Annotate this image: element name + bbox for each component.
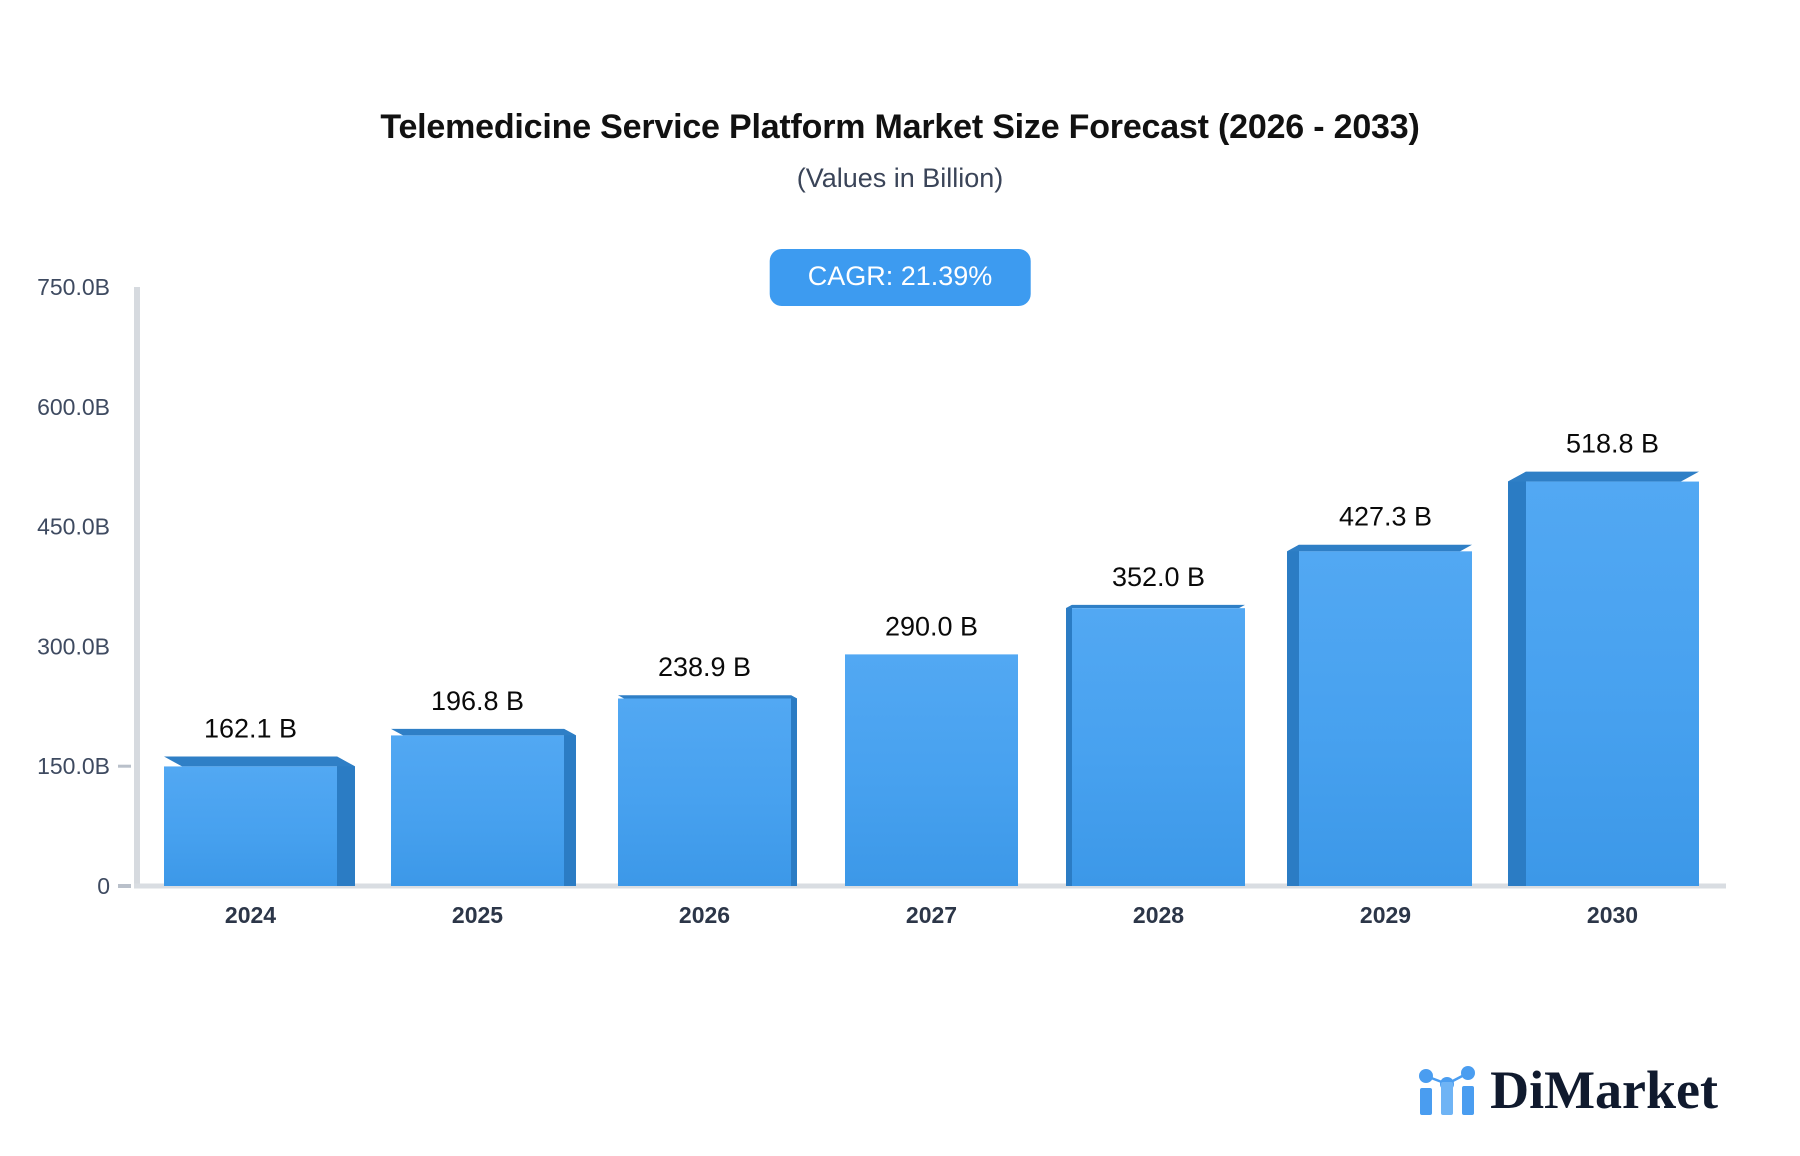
x-axis-tick-label: 2029	[1360, 902, 1411, 928]
bar-top-face	[391, 728, 576, 736]
bar-side-face	[564, 728, 576, 886]
bar-side-face	[1508, 471, 1526, 886]
bar-front-face	[164, 766, 337, 886]
bar-2027[interactable]	[845, 654, 1018, 886]
bar-2026[interactable]	[618, 695, 797, 886]
dimarket-logo: DiMarket	[1418, 1062, 1718, 1118]
bar-side-face	[337, 756, 355, 886]
bar-2025[interactable]	[391, 728, 576, 886]
y-axis-tick-label: 600.0B	[37, 394, 110, 420]
bar-side-face	[791, 695, 797, 886]
value-label-layer: 162.1 B 196.8 B 238.9 B 290.0 B 352.0 B 427.3…	[204, 429, 1659, 744]
bar-top-face	[1066, 604, 1245, 609]
y-axis-tick-label: 0	[97, 873, 110, 899]
bar-value-label: 352.0 B	[1112, 562, 1205, 592]
bar-top-face	[1508, 471, 1699, 482]
bar-value-label: 518.8 B	[1566, 429, 1659, 459]
logo-wordmark: DiMarket	[1490, 1060, 1718, 1120]
bar-value-label: 162.1 B	[204, 714, 297, 744]
y-axis-tick-label: 300.0B	[37, 633, 110, 659]
bar-2028[interactable]	[1066, 604, 1245, 886]
chart-title: Telemedicine Service Platform Market Siz…	[380, 108, 1420, 146]
bar-2029[interactable]	[1287, 544, 1472, 886]
bar-front-face	[1526, 481, 1699, 886]
bar-top-face	[164, 756, 355, 767]
bar-front-face	[845, 654, 1018, 886]
x-axis-tick-label: 2027	[906, 902, 957, 928]
bar-front-face	[1072, 608, 1245, 886]
bar-value-label: 427.3 B	[1339, 502, 1432, 532]
bar-value-label: 290.0 B	[885, 611, 978, 641]
bar-value-label: 196.8 B	[431, 686, 524, 716]
x-tick-layer: 2024 2025 2026 2027 2028 2029 2030	[225, 902, 1638, 928]
bar-side-face	[1066, 604, 1072, 886]
y-tick-layer: 0 150.0B 300.0B 450.0B 600.0B 750.0B	[37, 274, 131, 899]
bar-trend-icon	[1419, 1066, 1476, 1115]
x-axis-tick-label: 2028	[1133, 902, 1184, 928]
bar-2030[interactable]	[1508, 471, 1699, 886]
x-axis-tick-label: 2024	[225, 902, 276, 928]
y-axis-tick-label: 450.0B	[37, 514, 110, 540]
x-axis-tick-label: 2026	[679, 902, 730, 928]
x-axis-tick-label: 2030	[1587, 902, 1638, 928]
chart-subtitle: (Values in Billion)	[796, 163, 1004, 193]
bar-top-face	[618, 695, 797, 699]
bar-front-face	[618, 698, 791, 886]
bar-front-face	[1299, 551, 1472, 886]
bar-top-face	[1287, 544, 1472, 552]
bar-side-face	[1287, 544, 1299, 886]
y-axis-tick-label: 750.0B	[37, 274, 110, 300]
bars-layer	[164, 471, 1699, 886]
bar-front-face	[391, 735, 564, 886]
cagr-badge: CAGR: 21.39%	[769, 249, 1031, 306]
bar-value-label: 238.9 B	[658, 652, 751, 682]
bar-2024[interactable]	[164, 756, 355, 886]
y-axis-tick-label: 150.0B	[37, 753, 110, 779]
x-axis-tick-label: 2025	[452, 902, 503, 928]
